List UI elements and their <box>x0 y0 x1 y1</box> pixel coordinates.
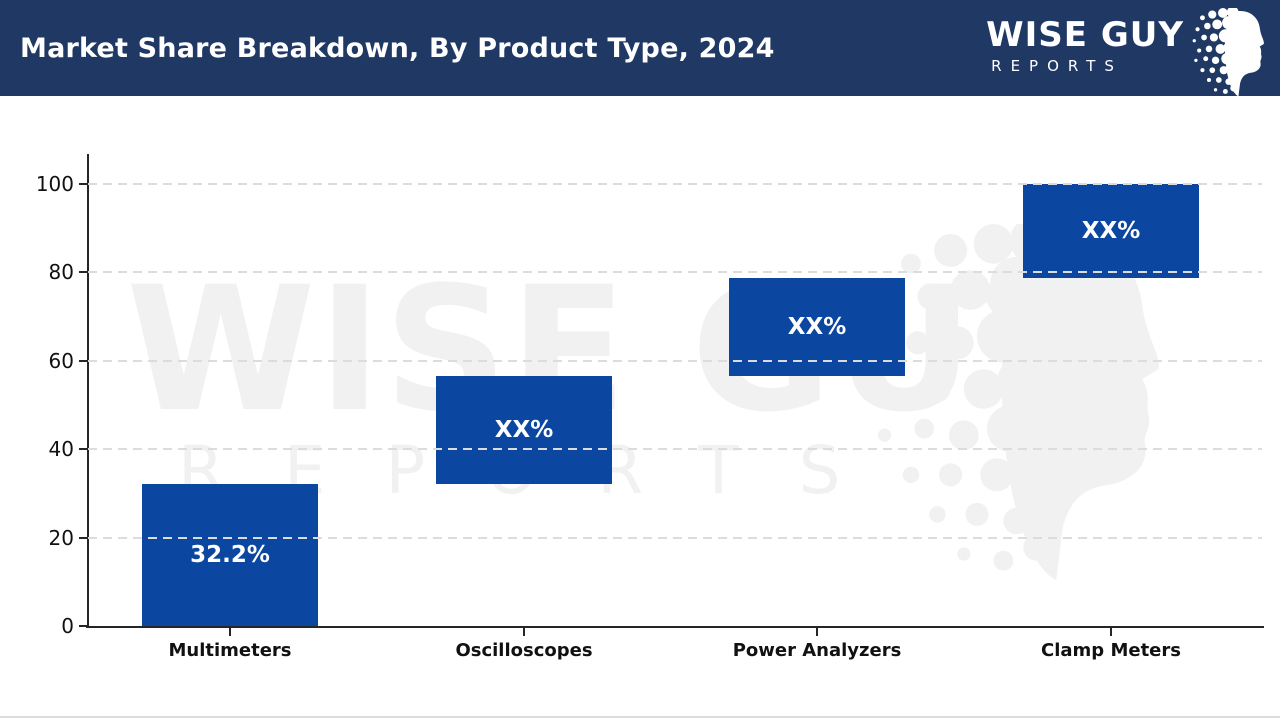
y-tick-mark <box>79 448 87 451</box>
bar-value-label-power-analyzers: XX% <box>787 313 847 340</box>
gridline-60 <box>88 359 1262 362</box>
bar-value-label-clamp-meters: XX% <box>1081 217 1141 244</box>
x-tick-mark <box>523 628 525 636</box>
logo-head-icon <box>1192 8 1264 97</box>
bar-value-label-oscilloscopes: XX% <box>494 416 554 443</box>
y-tick-label: 60 <box>48 348 74 373</box>
header-bar: Market Share Breakdown, By Product Type,… <box>0 0 1280 98</box>
x-tick-mark <box>816 628 818 636</box>
x-category-label-multimeters: Multimeters <box>168 640 292 661</box>
x-axis-line <box>86 626 1264 628</box>
x-category-label-oscilloscopes: Oscilloscopes <box>455 640 593 661</box>
gridline-20 <box>88 536 1262 539</box>
y-tick-label: 80 <box>48 260 74 285</box>
plot-area: WISE GUY REPORTS 02040608010032.2%Multim… <box>0 96 1280 720</box>
y-axis-line <box>87 154 89 628</box>
y-tick-label: 20 <box>48 525 74 550</box>
y-tick-label: 0 <box>61 614 74 638</box>
bar-oscilloscopes <box>436 375 612 484</box>
bar-clamp-meters <box>1023 184 1199 278</box>
x-tick-mark <box>229 628 231 636</box>
bar-value-label-multimeters: 32.2% <box>190 541 270 568</box>
x-category-label-clamp-meters: Clamp Meters <box>1041 640 1181 661</box>
bar-multimeters <box>142 483 318 626</box>
y-tick-mark <box>79 359 87 362</box>
y-tick-mark <box>79 625 87 627</box>
chart-title: Market Share Breakdown, By Product Type,… <box>20 32 775 64</box>
gridline-40 <box>88 448 1262 451</box>
logo-wordmark: WISE GUY <box>986 15 1184 55</box>
gridline-100 <box>88 183 1262 185</box>
gridline-80 <box>88 271 1262 274</box>
y-tick-mark <box>79 536 87 539</box>
wise-guy-reports-logo: WISE GUY REPORTS <box>986 8 1268 98</box>
x-category-label-power-analyzers: Power Analyzers <box>732 640 902 661</box>
y-tick-label: 100 <box>35 172 74 196</box>
logo-subtitle: REPORTS <box>991 56 1123 75</box>
bottom-divider <box>0 716 1280 718</box>
y-tick-mark <box>79 183 87 185</box>
bar-power-analyzers <box>729 277 905 376</box>
logo-text: WISE GUY REPORTS <box>986 15 1184 75</box>
y-tick-label: 40 <box>48 437 74 462</box>
x-tick-mark <box>1110 628 1112 636</box>
y-tick-mark <box>79 271 87 274</box>
